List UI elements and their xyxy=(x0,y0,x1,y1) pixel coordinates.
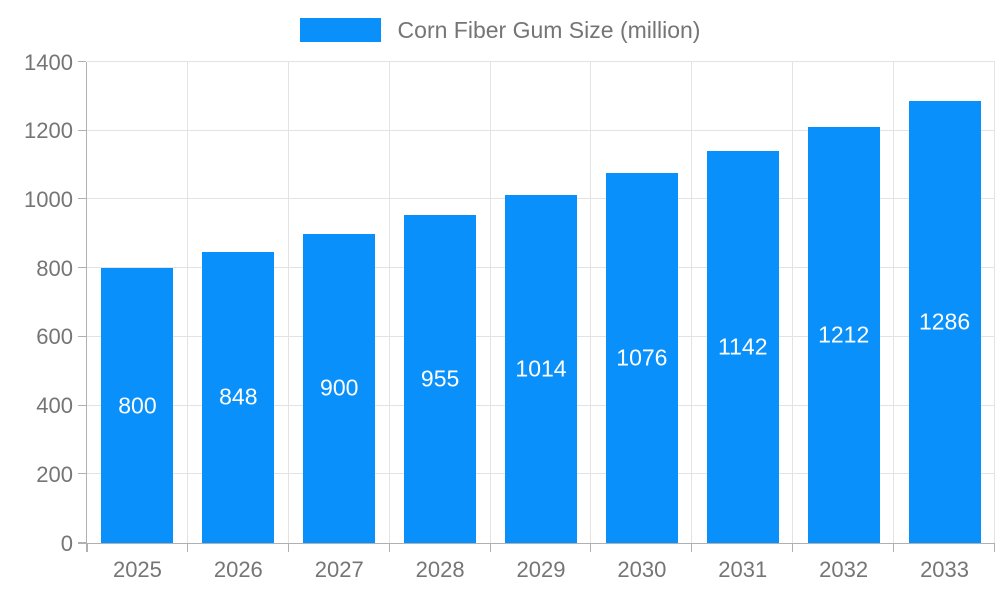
bar-value-label: 1286 xyxy=(918,308,971,335)
x-tick-label: 2032 xyxy=(819,557,869,582)
y-axis-line xyxy=(86,62,87,552)
plot-area: 0 200 400 600 800 1000 1200 1400 800 2025 848 2026 9… xyxy=(24,50,995,582)
y-axis-tick xyxy=(78,267,86,269)
x-tick-label: 2025 xyxy=(112,557,162,582)
y-axis-tick xyxy=(78,542,86,543)
y-tick-label: 1200 xyxy=(24,118,73,144)
x-axis-tick xyxy=(893,544,895,552)
bar-value-label: 900 xyxy=(320,374,359,401)
bar-value-label: 800 xyxy=(118,392,157,419)
x-axis-tick xyxy=(691,544,693,552)
x-axis-tick xyxy=(489,544,491,552)
legend-label: Corn Fiber Gum Size (million) xyxy=(397,17,701,43)
bar-2030[interactable] xyxy=(605,173,678,543)
x-axis-line xyxy=(78,543,995,544)
x-tick-label: 2033 xyxy=(920,557,970,582)
x-gridline xyxy=(994,62,995,543)
x-axis-tick xyxy=(994,544,995,552)
y-axis-tick xyxy=(78,198,86,200)
bar-2032[interactable] xyxy=(807,126,880,543)
bar-2027[interactable] xyxy=(303,233,376,543)
x-gridline xyxy=(489,62,491,543)
y-tick-label: 800 xyxy=(36,255,73,281)
bar-2033[interactable] xyxy=(908,101,981,543)
bar-value-label: 1142 xyxy=(718,333,768,360)
bar-value-label: 1014 xyxy=(515,355,567,382)
bar-value-label: 848 xyxy=(219,383,258,410)
x-axis-tick xyxy=(590,544,592,552)
x-gridline xyxy=(792,62,794,543)
bar-value-label: 1212 xyxy=(818,321,870,348)
y-gridline xyxy=(87,129,995,131)
x-gridline xyxy=(691,62,693,543)
x-axis-tick xyxy=(186,544,188,552)
x-gridline xyxy=(893,62,895,543)
bar-2028[interactable] xyxy=(404,214,477,543)
bar-value-label: 955 xyxy=(420,365,460,392)
y-tick-label: 1400 xyxy=(24,49,73,75)
x-tick-label: 2026 xyxy=(213,557,263,582)
x-tick-label: 2029 xyxy=(516,557,566,582)
y-axis-tick xyxy=(78,335,86,337)
x-tick-label: 2028 xyxy=(415,557,465,582)
legend[interactable]: Corn Fiber Gum Size (million) xyxy=(0,18,1000,42)
x-tick-label: 2030 xyxy=(617,557,667,582)
y-tick-label: 1000 xyxy=(24,186,73,212)
y-gridline xyxy=(87,61,995,62)
bar-2029[interactable] xyxy=(505,194,577,543)
x-axis-tick xyxy=(792,544,794,552)
x-gridline xyxy=(388,62,390,543)
bar-2025[interactable] xyxy=(101,268,174,543)
x-axis-tick xyxy=(388,544,390,552)
bar-2026[interactable] xyxy=(202,251,275,543)
x-axis-tick xyxy=(287,544,289,552)
x-gridline xyxy=(590,62,592,543)
x-tick-label: 2027 xyxy=(314,557,364,582)
bar-value-label: 1076 xyxy=(616,344,668,371)
y-axis-tick xyxy=(78,404,86,406)
y-axis-tick xyxy=(78,129,86,131)
y-axis-tick xyxy=(78,473,86,475)
y-axis-tick xyxy=(78,61,86,62)
x-axis-tick xyxy=(87,544,88,552)
bar-2031[interactable] xyxy=(706,150,779,543)
y-tick-label: 0 xyxy=(60,530,73,556)
legend-swatch-icon xyxy=(299,18,381,42)
x-tick-label: 2031 xyxy=(718,557,768,582)
x-gridline xyxy=(287,62,289,543)
y-tick-label: 200 xyxy=(36,461,73,487)
y-tick-label: 600 xyxy=(36,324,73,350)
y-tick-label: 400 xyxy=(36,393,73,419)
x-gridline xyxy=(186,62,188,543)
